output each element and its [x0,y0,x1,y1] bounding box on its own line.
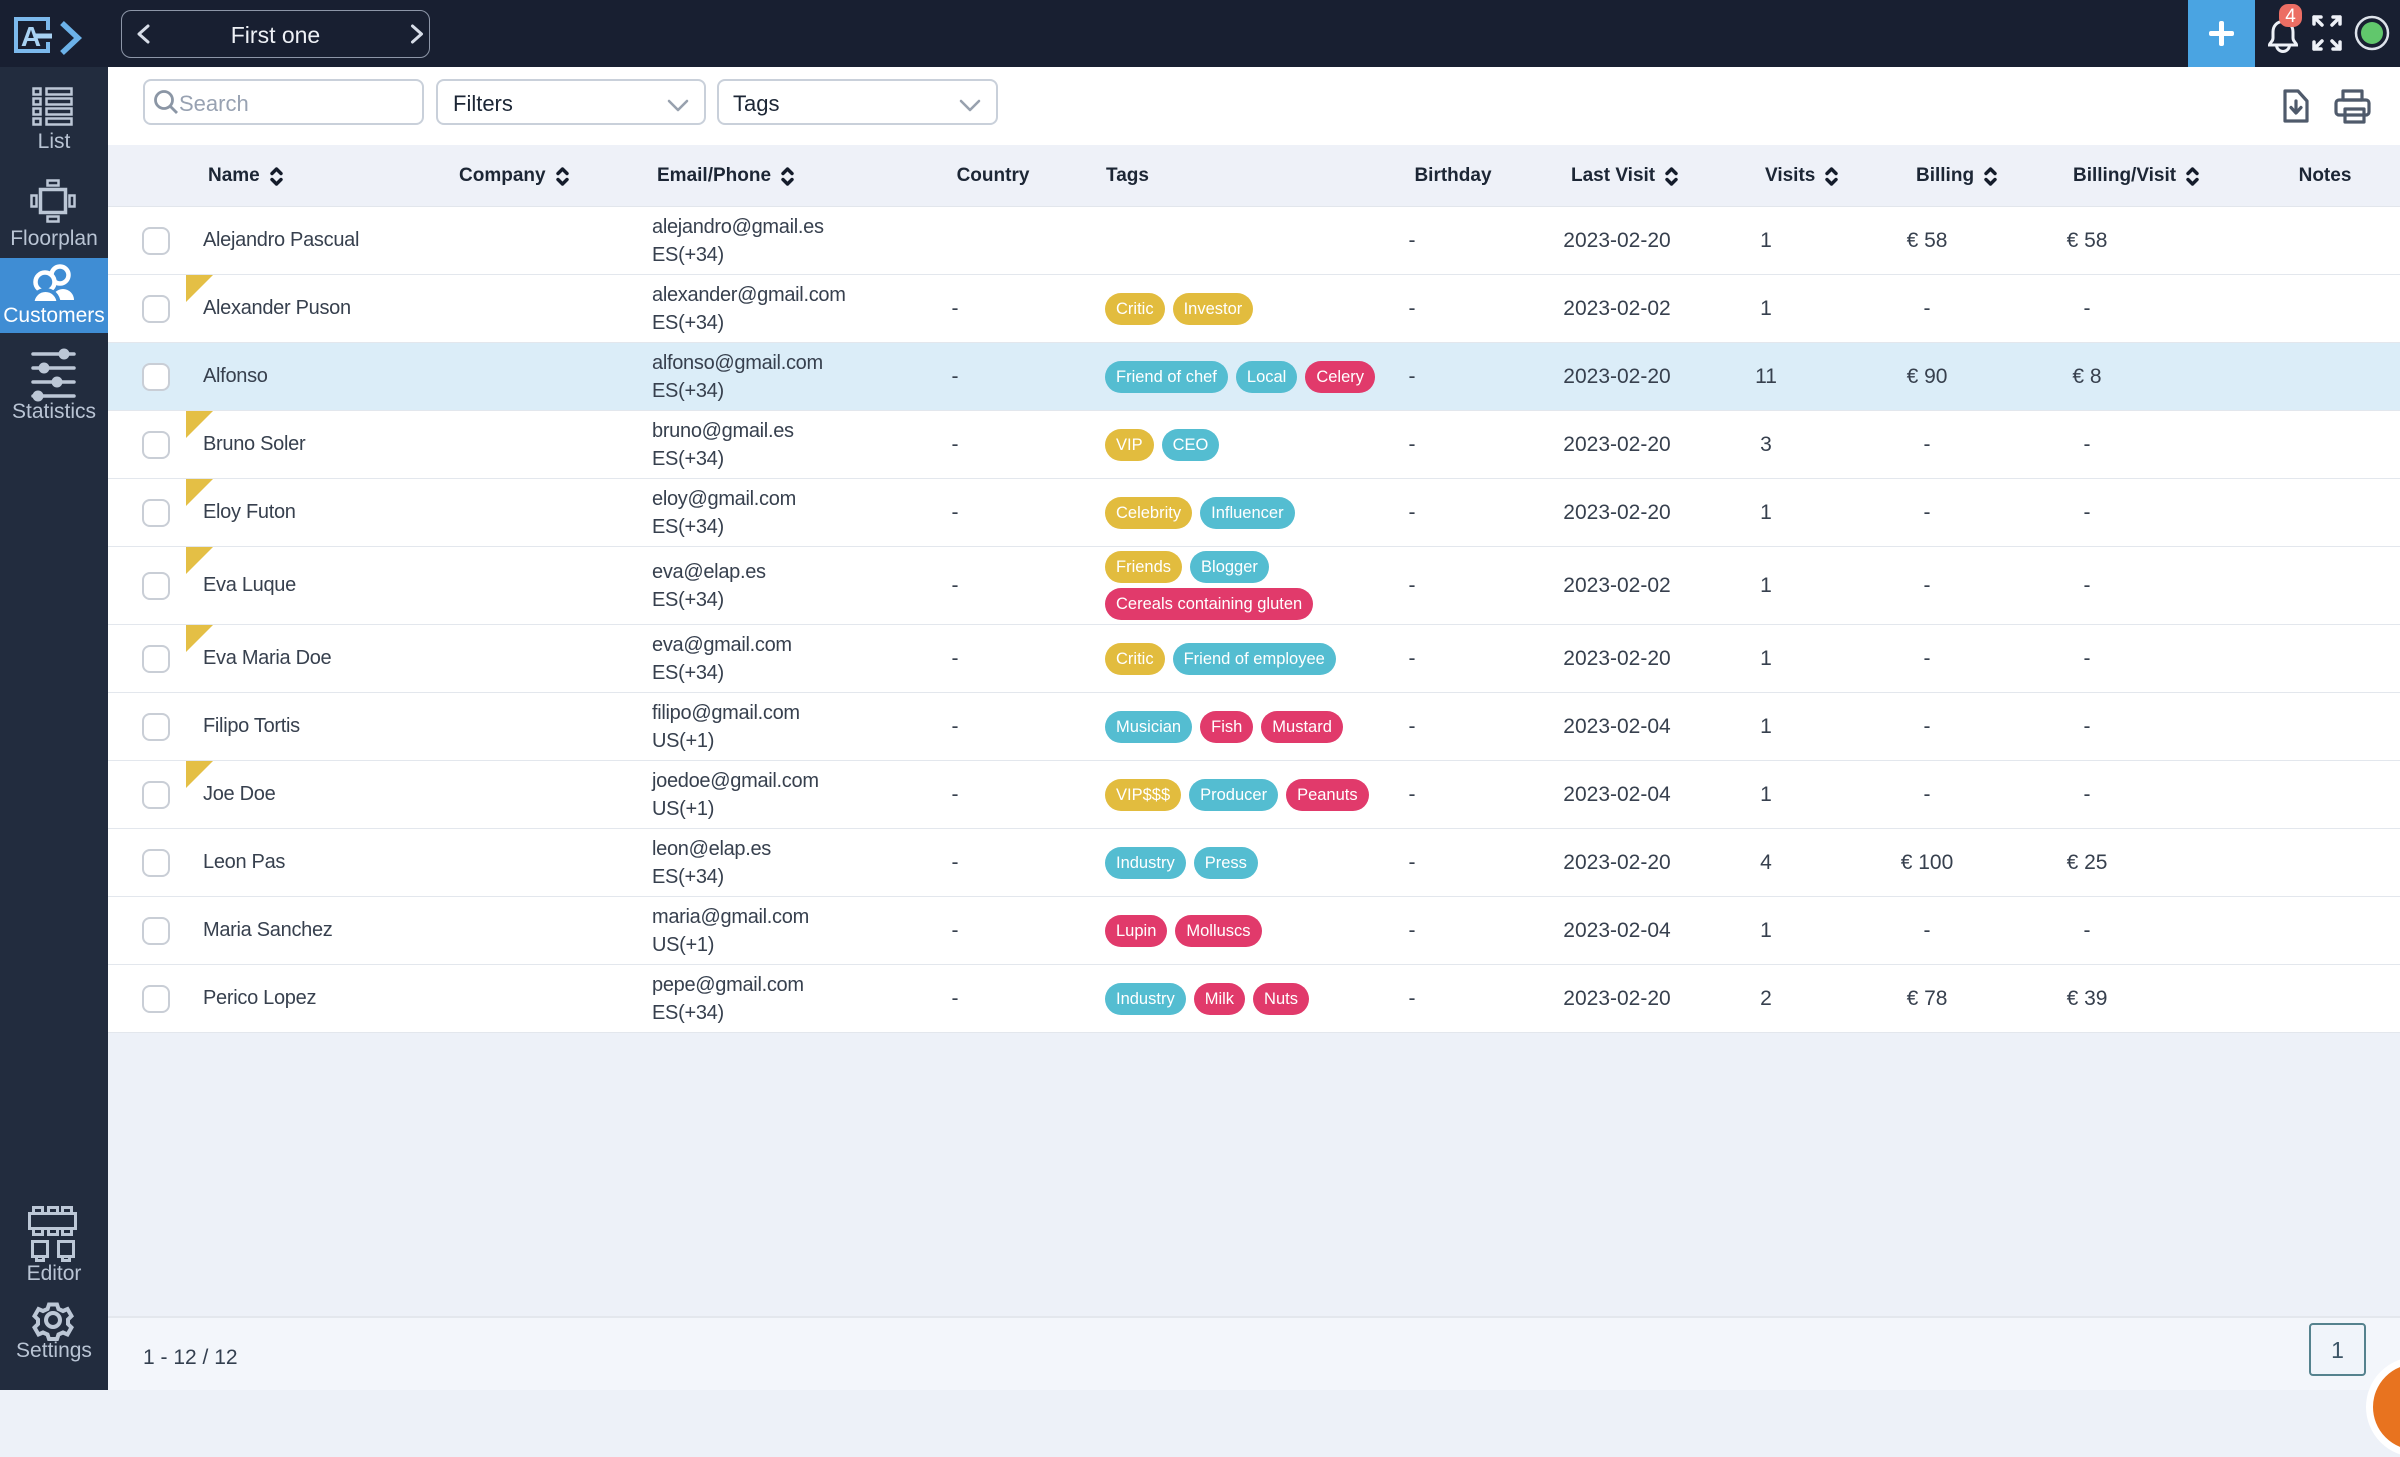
svg-text:4: 4 [2285,6,2296,27]
svg-text:A: A [21,21,41,52]
